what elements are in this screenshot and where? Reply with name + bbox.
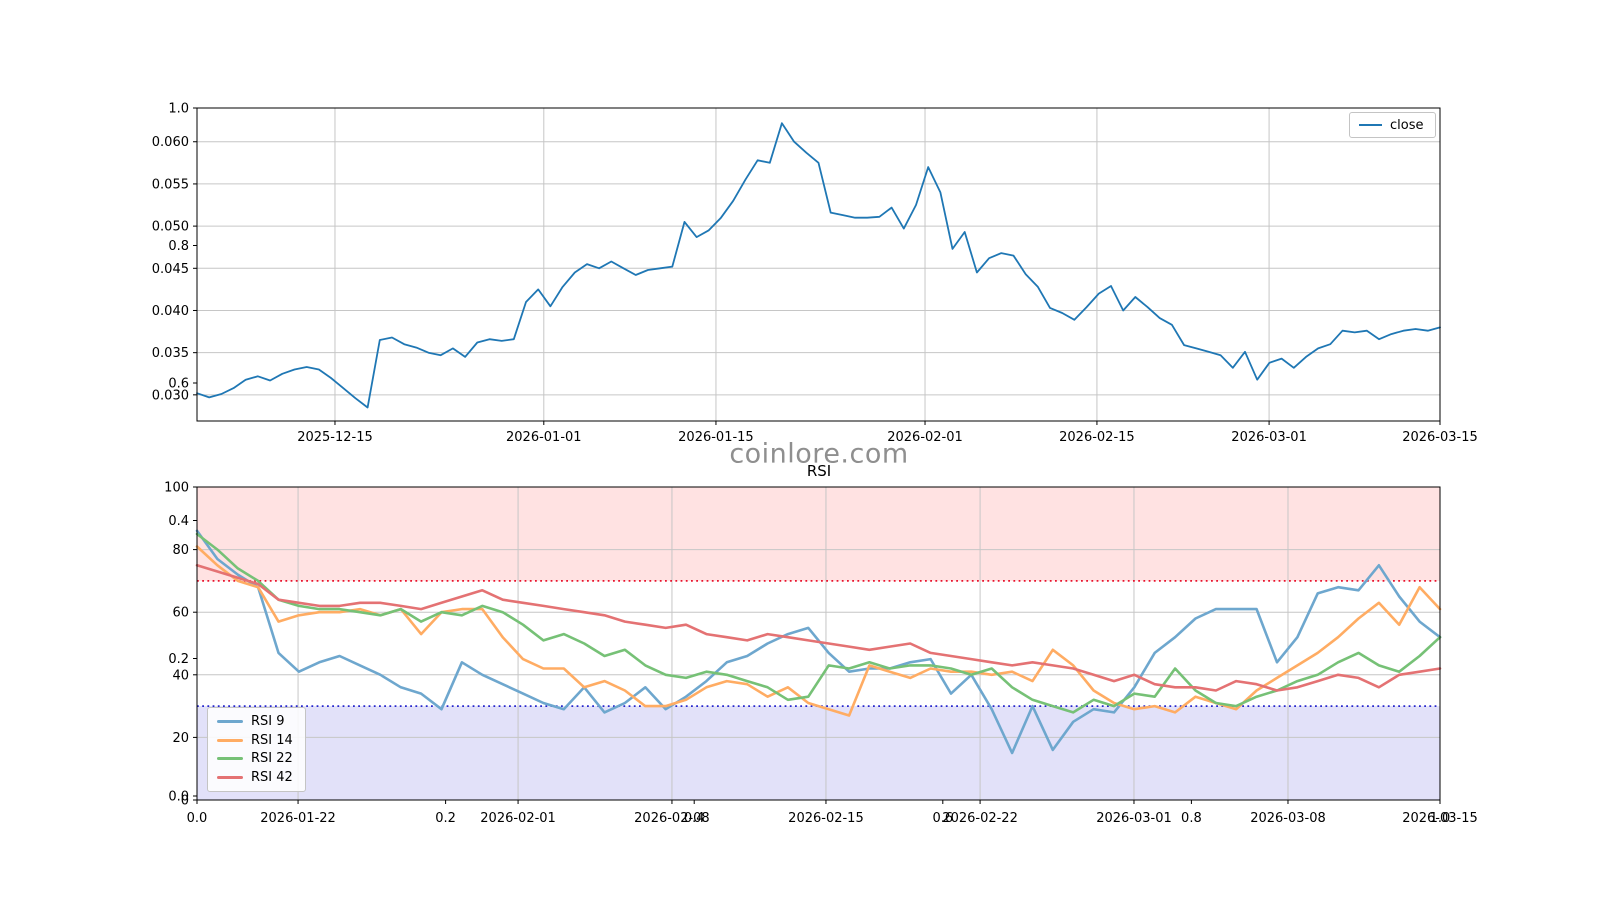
rsi-14-line-sample [217, 738, 243, 742]
figure-y-tick-label: 0.2 [168, 652, 189, 667]
overbought-zone [197, 487, 1440, 581]
close-line-sample [1359, 124, 1382, 126]
y-tick-label: 0.045 [152, 262, 189, 277]
figure-x-tick-label: 0.4 [684, 811, 705, 826]
figure-y-tick-label: 0.8 [168, 239, 189, 254]
price-chart: 0.030 0.035 0.040 0.045 0.050 0.055 0.060 2025-… [152, 107, 1478, 445]
legend-item-rsi-42: RSI 42 [217, 771, 296, 784]
figure-x-tick-label: 0.2 [435, 811, 456, 826]
rsi-22-line [195, 532, 1442, 714]
legend-item-close: close [1359, 119, 1423, 132]
rsi-chart: 0 20 40 60 80 100 2026-01-22 2026-02-01 2026-02-… [164, 481, 1478, 827]
y-tick-label: 0.040 [152, 304, 189, 319]
figure-y-tick-label: 0.0 [168, 790, 189, 805]
figure-y-tick-label: 0.6 [168, 377, 189, 392]
rsi-42-line-sample [217, 775, 243, 779]
x-tick-label: 2026-02-01 [480, 811, 556, 826]
rsi-42-line [195, 563, 1442, 692]
y-tick-label: 0.055 [152, 177, 189, 192]
legend-label-close: close [1390, 117, 1424, 133]
oversold-zone [197, 706, 1440, 800]
x-tick-label: 2026-01-22 [260, 811, 336, 826]
figure-x-tick-label: 1.0 [1430, 811, 1451, 826]
legend-label-rsi-14: RSI 14 [251, 732, 293, 748]
x-tick-label: 2026-03-15 [1402, 811, 1478, 826]
x-tick-label: 2026-02-15 [788, 811, 864, 826]
x-tick-label: 2026-01-15 [678, 430, 754, 445]
y-tick-label: 0.030 [152, 388, 189, 403]
price-legend: close [1349, 112, 1436, 138]
x-tick-label: 2026-02-08 [634, 811, 710, 826]
rsi-22-line-sample [217, 757, 243, 761]
axes-spines [196, 107, 1441, 422]
y-tick-label: 100 [164, 481, 189, 496]
y-tick-label: 60 [172, 606, 189, 621]
x-tick-label: 2026-01-01 [506, 430, 582, 445]
y-tick-label: 0.035 [152, 346, 189, 361]
legend-item-rsi-22: RSI 22 [217, 752, 296, 765]
legend-item-rsi-9: RSI 9 [217, 715, 296, 728]
legend-item-rsi-14: RSI 14 [217, 734, 296, 747]
figure-axis-ticks: 1.0 0.8 0.6 0.4 0.2 0.0 0.0 0.2 0.4 0.6 0.8 1.0 [168, 102, 1450, 827]
x-tick-label: 2026-02-01 [887, 430, 963, 445]
x-tick-label: 2026-03-15 [1402, 430, 1478, 445]
figure-y-tick-label: 0.4 [168, 514, 189, 529]
watermark: coinlore.com [729, 438, 909, 470]
x-tick-label: 2026-03-08 [1250, 811, 1326, 826]
rsi-legend: RSI 9 RSI 14 RSI 22 RSI 42 [207, 707, 306, 792]
x-tick-label: 2026-03-01 [1096, 811, 1172, 826]
legend-label-rsi-9: RSI 9 [251, 714, 285, 729]
y-tick-label: 40 [172, 668, 189, 683]
x-tick-label: 2026-03-01 [1231, 430, 1307, 445]
x-tick-label: 2026-02-22 [942, 811, 1018, 826]
figure-x-tick-label: 0.6 [932, 811, 953, 826]
rsi-chart-title: RSI [806, 462, 832, 480]
axes-spines [196, 486, 1441, 801]
y-tick-label: 0 [181, 794, 189, 809]
figure-x-tick-label: 0.8 [1181, 811, 1202, 826]
x-tick-label: 2026-02-15 [1059, 430, 1135, 445]
y-tick-label: 0.050 [152, 220, 189, 235]
legend-label-rsi-42: RSI 42 [251, 769, 293, 785]
y-tick-label: 80 [172, 543, 189, 558]
figure-x-tick-label: 0.0 [187, 811, 208, 826]
close-line [196, 122, 1441, 409]
rsi-9-line [195, 529, 1442, 755]
rsi-9-line-sample [217, 720, 243, 723]
legend-label-rsi-22: RSI 22 [251, 751, 293, 767]
y-tick-label: 20 [172, 731, 189, 746]
x-tick-label: 2025-12-15 [297, 430, 373, 445]
rsi-14-line [195, 545, 1442, 717]
y-tick-label: 0.060 [152, 135, 189, 150]
figure-y-tick-label: 1.0 [168, 102, 189, 117]
